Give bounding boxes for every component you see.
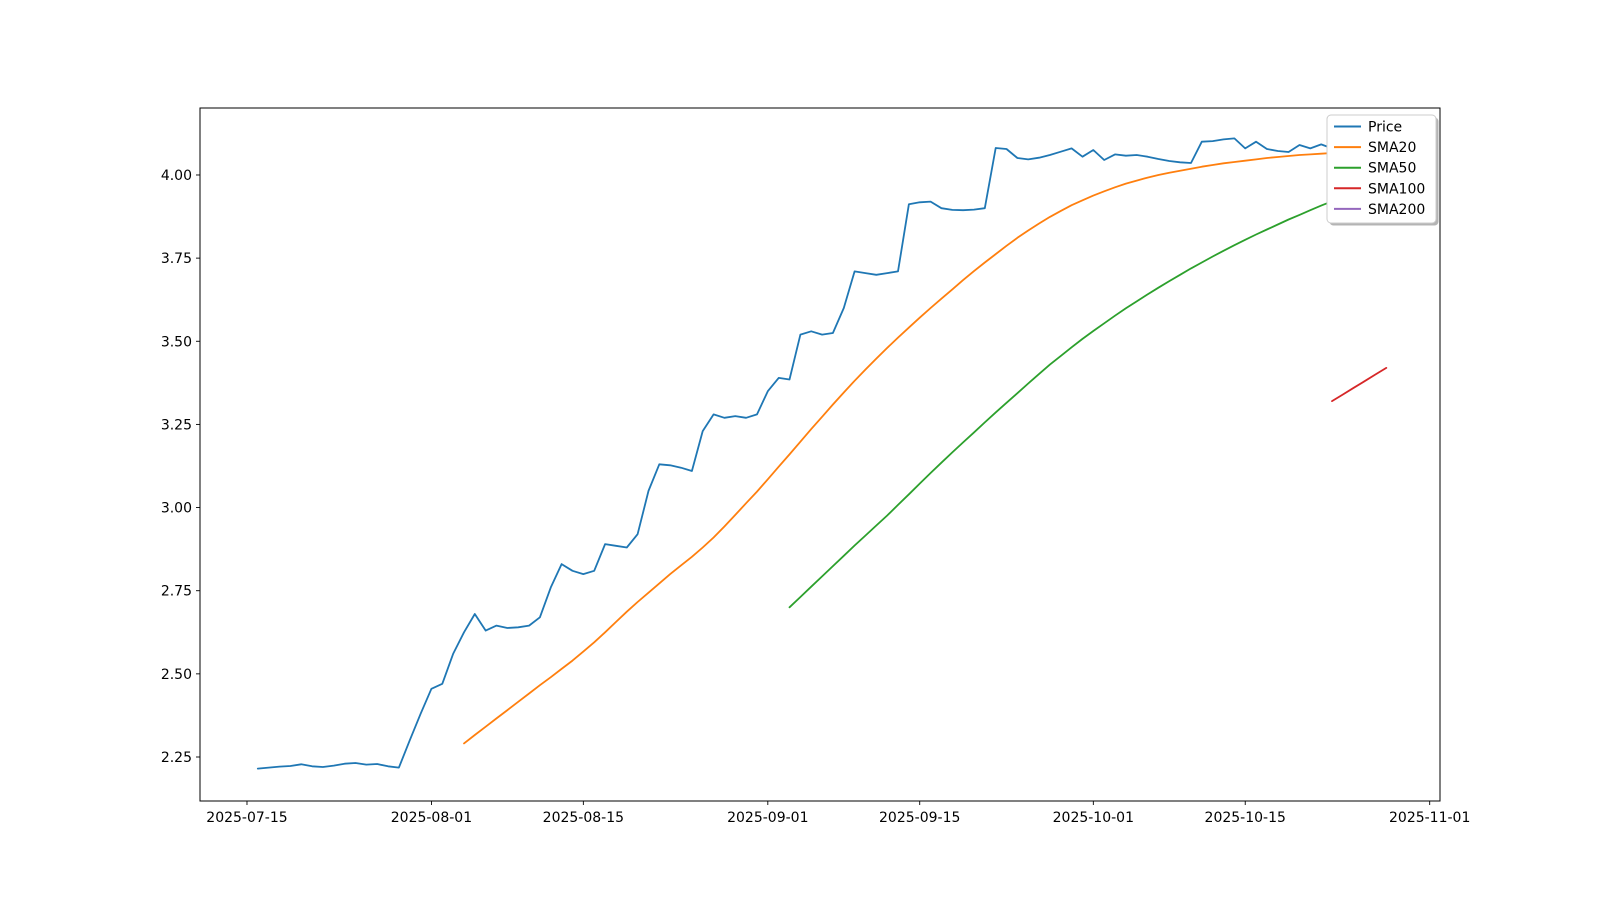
legend-entry-sma50: SMA50 <box>1334 161 1416 177</box>
y-tick-label: 2.50 <box>161 667 192 683</box>
legend-label: SMA200 <box>1368 202 1425 218</box>
y-tick-label: 3.75 <box>161 251 192 267</box>
x-tick-label: 2025-10-01 <box>1053 810 1134 826</box>
legend-entry-sma20: SMA20 <box>1334 140 1416 156</box>
x-tick-label: 2025-11-01 <box>1389 810 1470 826</box>
x-axis: 2025-07-15 2025-08-01 2025-08-15 2025-09-01… <box>206 801 1470 826</box>
plot-spines <box>199 107 1441 802</box>
y-tick-label: 3.50 <box>161 334 192 350</box>
x-tick-label: 2025-09-15 <box>879 810 960 826</box>
series-line-sma50 <box>788 181 1388 609</box>
legend-entry-sma200: SMA200 <box>1334 202 1425 218</box>
legend-label: SMA50 <box>1368 161 1416 177</box>
x-tick-label: 2025-09-01 <box>727 810 808 826</box>
legend: Price SMA20 SMA50 SMA100 SMA200 <box>1326 114 1439 226</box>
y-tick-label: 3.00 <box>161 501 192 517</box>
y-tick-label: 2.75 <box>161 584 192 600</box>
series-group <box>256 137 1388 770</box>
y-tick-label: 2.25 <box>161 750 192 766</box>
series-line-price <box>256 137 1388 770</box>
legend-entry-price: Price <box>1334 120 1402 136</box>
series-line-sma100 <box>1331 366 1388 403</box>
y-axis: 2.25 2.50 2.75 3.00 3.25 3.50 3.75 4.00 <box>161 168 200 766</box>
legend-label: Price <box>1368 120 1402 136</box>
series-line-sma20 <box>463 149 1388 745</box>
y-tick-label: 4.00 <box>161 168 192 184</box>
x-tick-label: 2025-08-01 <box>391 810 472 826</box>
legend-frame <box>1326 114 1437 224</box>
legend-label: SMA20 <box>1368 140 1416 156</box>
x-tick-label: 2025-07-15 <box>206 810 287 826</box>
x-tick-label: 2025-08-15 <box>543 810 624 826</box>
y-tick-label: 3.25 <box>161 417 192 433</box>
x-tick-label: 2025-10-15 <box>1205 810 1286 826</box>
legend-entry-sma100: SMA100 <box>1334 181 1425 197</box>
legend-label: SMA100 <box>1368 181 1425 197</box>
